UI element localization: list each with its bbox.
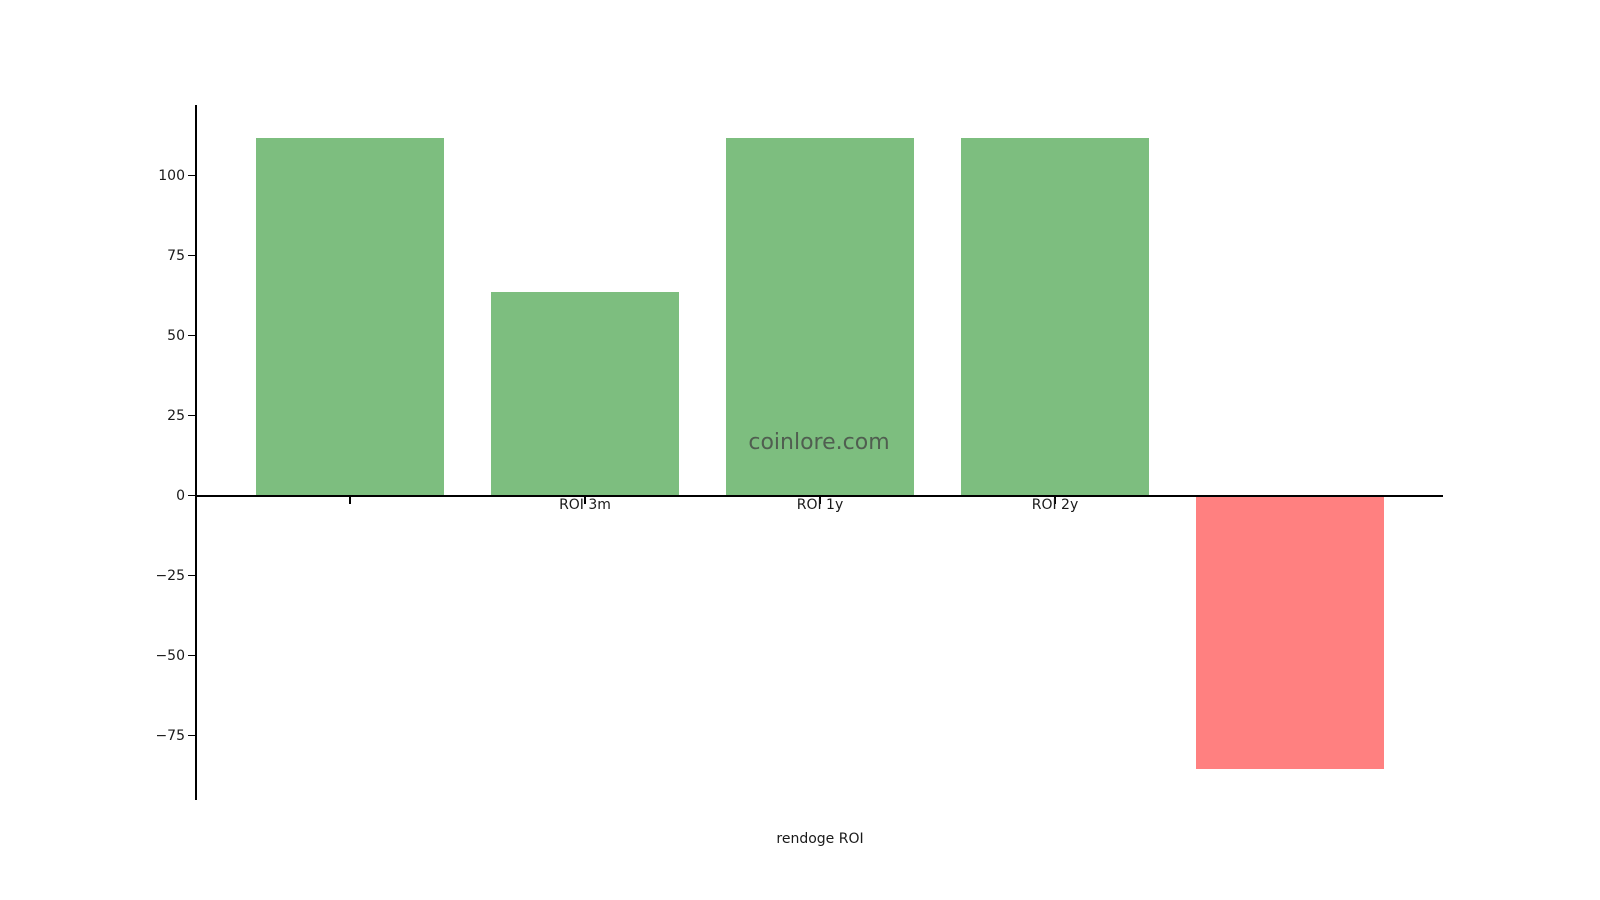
y-tick-label: −25 — [155, 567, 185, 584]
y-tick — [188, 574, 195, 577]
x-axis-title: rendoge ROI — [776, 831, 864, 847]
y-tick — [188, 254, 195, 257]
watermark-text: coinlore.com — [748, 430, 890, 455]
y-tick — [188, 174, 195, 177]
y-tick — [188, 654, 195, 657]
x-tick — [819, 497, 821, 504]
x-tick — [349, 497, 351, 504]
bar — [961, 138, 1149, 496]
y-tick-label: 25 — [167, 407, 185, 424]
x-tick-label: ROI 1y — [796, 497, 844, 514]
x-tick-label: ROI 2y — [1031, 497, 1079, 514]
y-tick-label: −50 — [155, 647, 185, 664]
y-tick-label: 75 — [167, 247, 185, 264]
y-tick — [188, 414, 195, 417]
x-tick — [584, 497, 586, 504]
y-tick-label: 0 — [176, 487, 185, 504]
bar — [256, 138, 444, 496]
y-tick — [188, 734, 195, 737]
y-tick — [188, 334, 195, 337]
y-tick-label: 50 — [167, 327, 185, 344]
bar — [491, 292, 679, 496]
x-tick-label: ROI 3m — [559, 497, 611, 514]
y-tick-label: −75 — [155, 727, 185, 744]
x-tick — [1054, 497, 1056, 504]
bar — [726, 138, 914, 496]
y-tick-label: 100 — [158, 167, 185, 184]
bar — [1196, 497, 1384, 769]
x-axis-line — [195, 494, 1443, 497]
y-axis-line — [195, 105, 197, 800]
y-tick — [188, 494, 195, 497]
